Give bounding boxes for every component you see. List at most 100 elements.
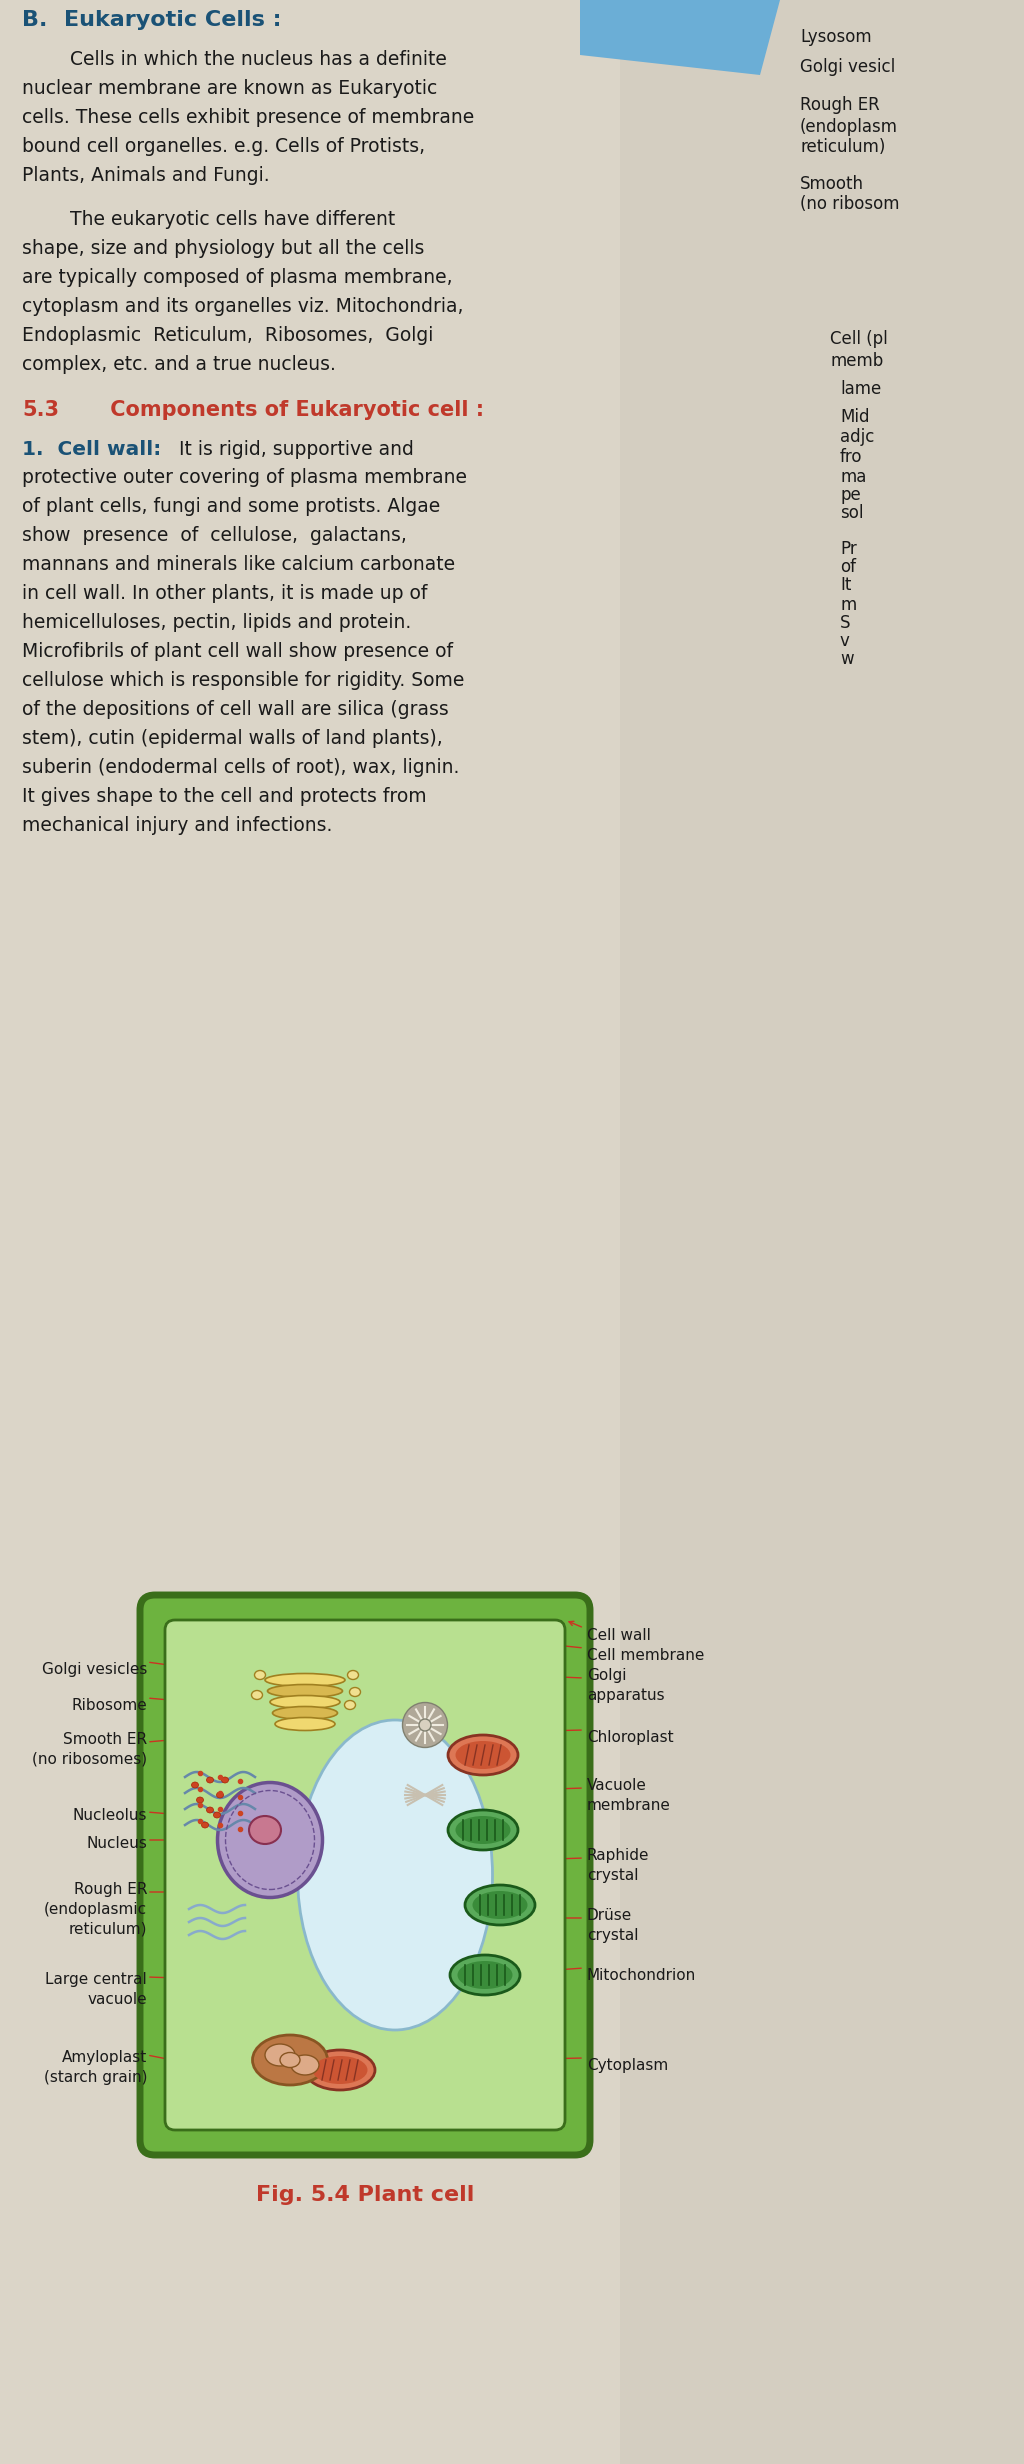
Ellipse shape — [449, 1811, 518, 1850]
Text: Golgi vesicles: Golgi vesicles — [42, 1663, 147, 1678]
Text: (endoplasm: (endoplasm — [800, 118, 898, 136]
Text: Amyloplast: Amyloplast — [61, 2050, 147, 2065]
Text: Lysosom: Lysosom — [800, 27, 871, 47]
Bar — [620, 0, 1024, 2464]
Text: m: m — [840, 596, 856, 614]
Bar — [0, 0, 620, 2464]
Text: memb: memb — [830, 352, 884, 370]
Text: 5.3: 5.3 — [22, 399, 59, 419]
Text: Cell wall: Cell wall — [587, 1629, 651, 1643]
Ellipse shape — [207, 1806, 213, 1814]
Text: protective outer covering of plasma membrane: protective outer covering of plasma memb… — [22, 468, 467, 488]
Ellipse shape — [450, 1954, 520, 1996]
Text: It: It — [840, 577, 851, 594]
Text: Eukaryotic Cells :: Eukaryotic Cells : — [63, 10, 282, 30]
Text: Fig. 5.4 Plant cell: Fig. 5.4 Plant cell — [256, 2186, 474, 2205]
Ellipse shape — [265, 1673, 345, 1685]
Polygon shape — [580, 0, 780, 74]
Ellipse shape — [402, 1703, 447, 1747]
Text: vacuole: vacuole — [87, 1991, 147, 2008]
Text: cellulose which is responsible for rigidity. Some: cellulose which is responsible for rigid… — [22, 670, 464, 690]
Ellipse shape — [265, 2045, 295, 2065]
FancyBboxPatch shape — [140, 1594, 590, 2156]
Ellipse shape — [456, 1742, 511, 1769]
Ellipse shape — [255, 1671, 265, 1680]
Text: complex, etc. and a true nucleus.: complex, etc. and a true nucleus. — [22, 355, 336, 375]
Text: v: v — [840, 631, 850, 650]
Text: are typically composed of plasma membrane,: are typically composed of plasma membran… — [22, 269, 453, 286]
Ellipse shape — [298, 1720, 493, 2030]
Ellipse shape — [275, 1717, 335, 1730]
Text: hemicelluloses, pectin, lipids and protein.: hemicelluloses, pectin, lipids and prote… — [22, 614, 412, 631]
Text: Microfibrils of plant cell wall show presence of: Microfibrils of plant cell wall show pre… — [22, 643, 453, 660]
Ellipse shape — [272, 1708, 338, 1720]
Text: (starch grain): (starch grain) — [43, 2070, 147, 2085]
Text: apparatus: apparatus — [587, 1688, 665, 1703]
Ellipse shape — [312, 2055, 368, 2085]
Ellipse shape — [465, 1885, 535, 1924]
Ellipse shape — [207, 1777, 213, 1784]
Ellipse shape — [305, 2050, 375, 2089]
FancyBboxPatch shape — [165, 1619, 565, 2129]
Text: of: of — [840, 557, 856, 577]
Ellipse shape — [472, 1890, 527, 1919]
Text: It is rigid, supportive and: It is rigid, supportive and — [167, 441, 414, 458]
Text: lame: lame — [840, 379, 882, 399]
Text: pe: pe — [840, 485, 861, 505]
Text: ma: ma — [840, 468, 866, 485]
Text: (no ribosom: (no ribosom — [800, 195, 899, 212]
Text: Pr: Pr — [840, 540, 857, 557]
Text: stem), cutin (epidermal walls of land plants),: stem), cutin (epidermal walls of land pl… — [22, 729, 442, 749]
Text: Golgi vesicl: Golgi vesicl — [800, 59, 895, 76]
Text: Smooth: Smooth — [800, 175, 864, 192]
Text: mannans and minerals like calcium carbonate: mannans and minerals like calcium carbon… — [22, 554, 455, 574]
Text: nuclear membrane are known as Eukaryotic: nuclear membrane are known as Eukaryotic — [22, 79, 437, 99]
Ellipse shape — [449, 1735, 518, 1774]
Text: Cell membrane: Cell membrane — [587, 1648, 705, 1663]
Text: Raphide: Raphide — [587, 1848, 649, 1863]
Text: Cell (pl: Cell (pl — [830, 330, 888, 347]
Text: cytoplasm and its organelles viz. Mitochondria,: cytoplasm and its organelles viz. Mitoch… — [22, 298, 464, 315]
Ellipse shape — [253, 2035, 328, 2085]
Ellipse shape — [252, 1690, 262, 1700]
Text: Ribosome: Ribosome — [72, 1698, 147, 1712]
Text: Plants, Animals and Fungi.: Plants, Animals and Fungi. — [22, 165, 269, 185]
Text: sol: sol — [840, 505, 863, 522]
Text: cells. These cells exhibit presence of membrane: cells. These cells exhibit presence of m… — [22, 108, 474, 128]
Ellipse shape — [419, 1720, 431, 1732]
Text: of plant cells, fungi and some protists. Algae: of plant cells, fungi and some protists.… — [22, 498, 440, 515]
Text: Endoplasmic  Reticulum,  Ribosomes,  Golgi: Endoplasmic Reticulum, Ribosomes, Golgi — [22, 325, 433, 345]
Ellipse shape — [217, 1781, 323, 1897]
Text: shape, size and physiology but all the cells: shape, size and physiology but all the c… — [22, 239, 424, 259]
Text: membrane: membrane — [587, 1799, 671, 1814]
Text: Golgi: Golgi — [587, 1668, 627, 1683]
Text: The eukaryotic cells have different: The eukaryotic cells have different — [22, 209, 395, 229]
Ellipse shape — [197, 1796, 204, 1804]
Text: Large central: Large central — [45, 1971, 147, 1986]
Text: (endoplasmic: (endoplasmic — [44, 1902, 147, 1917]
Text: in cell wall. In other plants, it is made up of: in cell wall. In other plants, it is mad… — [22, 584, 427, 604]
Ellipse shape — [191, 1781, 199, 1789]
Text: reticulum): reticulum) — [800, 138, 886, 155]
Ellipse shape — [456, 1816, 511, 1843]
Text: Mid: Mid — [840, 409, 869, 426]
Text: Components of Eukaryotic cell :: Components of Eukaryotic cell : — [74, 399, 484, 419]
Text: fro: fro — [840, 448, 862, 466]
Ellipse shape — [249, 1816, 281, 1843]
Ellipse shape — [458, 1961, 512, 1988]
Ellipse shape — [280, 2053, 300, 2067]
Text: Nucleolus: Nucleolus — [73, 1809, 147, 1823]
Ellipse shape — [347, 1671, 358, 1680]
Ellipse shape — [267, 1685, 342, 1698]
Ellipse shape — [291, 2055, 319, 2075]
Text: bound cell organelles. e.g. Cells of Protists,: bound cell organelles. e.g. Cells of Pro… — [22, 138, 425, 155]
Ellipse shape — [344, 1700, 355, 1710]
Text: Smooth ER: Smooth ER — [62, 1732, 147, 1747]
Ellipse shape — [213, 1811, 220, 1818]
Text: Vacuole: Vacuole — [587, 1779, 647, 1794]
Text: It gives shape to the cell and protects from: It gives shape to the cell and protects … — [22, 786, 427, 806]
Text: crystal: crystal — [587, 1868, 639, 1882]
Text: 1.  Cell wall:: 1. Cell wall: — [22, 441, 161, 458]
Text: Chloroplast: Chloroplast — [587, 1730, 674, 1745]
Text: (no ribosomes): (no ribosomes) — [32, 1752, 147, 1767]
